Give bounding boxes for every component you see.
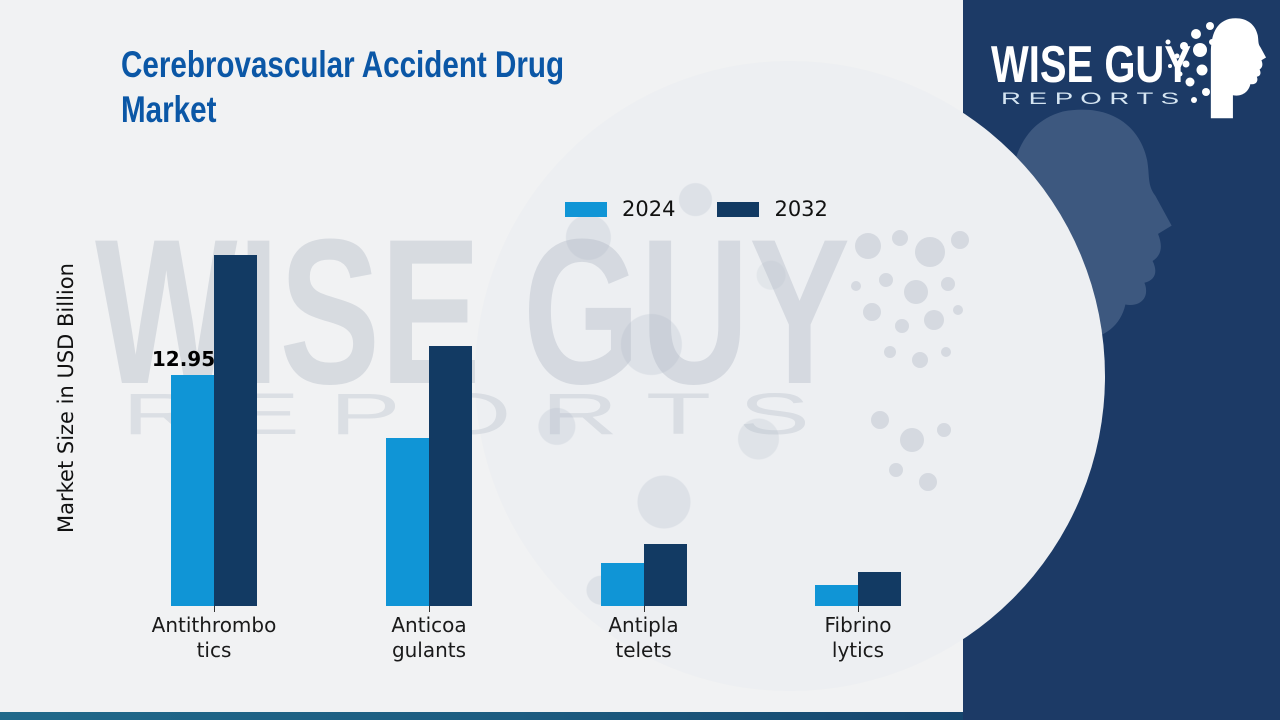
- x-tick-mark: [858, 606, 859, 612]
- bar-2024-antithrombotics: [171, 375, 214, 606]
- legend-label-2032: 2032: [774, 197, 828, 221]
- legend-entry-2024: 2024: [565, 197, 675, 221]
- bar-2032-antiplatelets: [643, 544, 687, 606]
- page-title-line2: Market: [121, 89, 217, 130]
- page-title: Cerebrovascular Accident Drug Market: [121, 42, 564, 132]
- watermark-dots-icon: [851, 230, 969, 491]
- page-title-line1: Cerebrovascular Accident Drug: [121, 44, 565, 85]
- chart-legend: 2024 2032: [565, 197, 828, 221]
- logo-line1: WISE GUY: [991, 36, 1191, 94]
- logo-line2: R E P O R T S: [1001, 89, 1179, 108]
- x-tick-label-anticoagulants: Anticoa gulants: [391, 613, 467, 662]
- legend-swatch-2032: [717, 201, 760, 217]
- bar-2032-anticoagulants: [429, 346, 472, 606]
- logo-dots-icon: [1165, 22, 1227, 103]
- watermark-circle: [475, 61, 1105, 691]
- legend-label-2024: 2024: [622, 197, 676, 221]
- x-tick-label-antiplatelets: Antipla telets: [608, 613, 679, 662]
- bar-2024-fibrinolytics: [815, 585, 858, 606]
- x-tick-label-antithrombotics: Antithrombo tics: [151, 613, 277, 662]
- bar-2032-fibrinolytics: [858, 572, 901, 606]
- x-tick-mark: [214, 606, 215, 612]
- legend-swatch-2024: [565, 201, 607, 217]
- x-tick-mark: [429, 606, 430, 612]
- bar-2032-antithrombotics: [214, 255, 257, 606]
- logo-face-icon: [1210, 18, 1267, 119]
- x-tick-label-fibrinolytics: Fibrino lytics: [824, 613, 892, 662]
- bar-value-label: 12.95: [151, 347, 216, 371]
- bottom-accent-strip: [0, 712, 1280, 720]
- x-tick-mark: [643, 606, 645, 612]
- legend-entry-2032: 2032: [717, 197, 828, 221]
- bar-2024-anticoagulants: [386, 438, 429, 606]
- bar-2024-antiplatelets: [600, 563, 644, 606]
